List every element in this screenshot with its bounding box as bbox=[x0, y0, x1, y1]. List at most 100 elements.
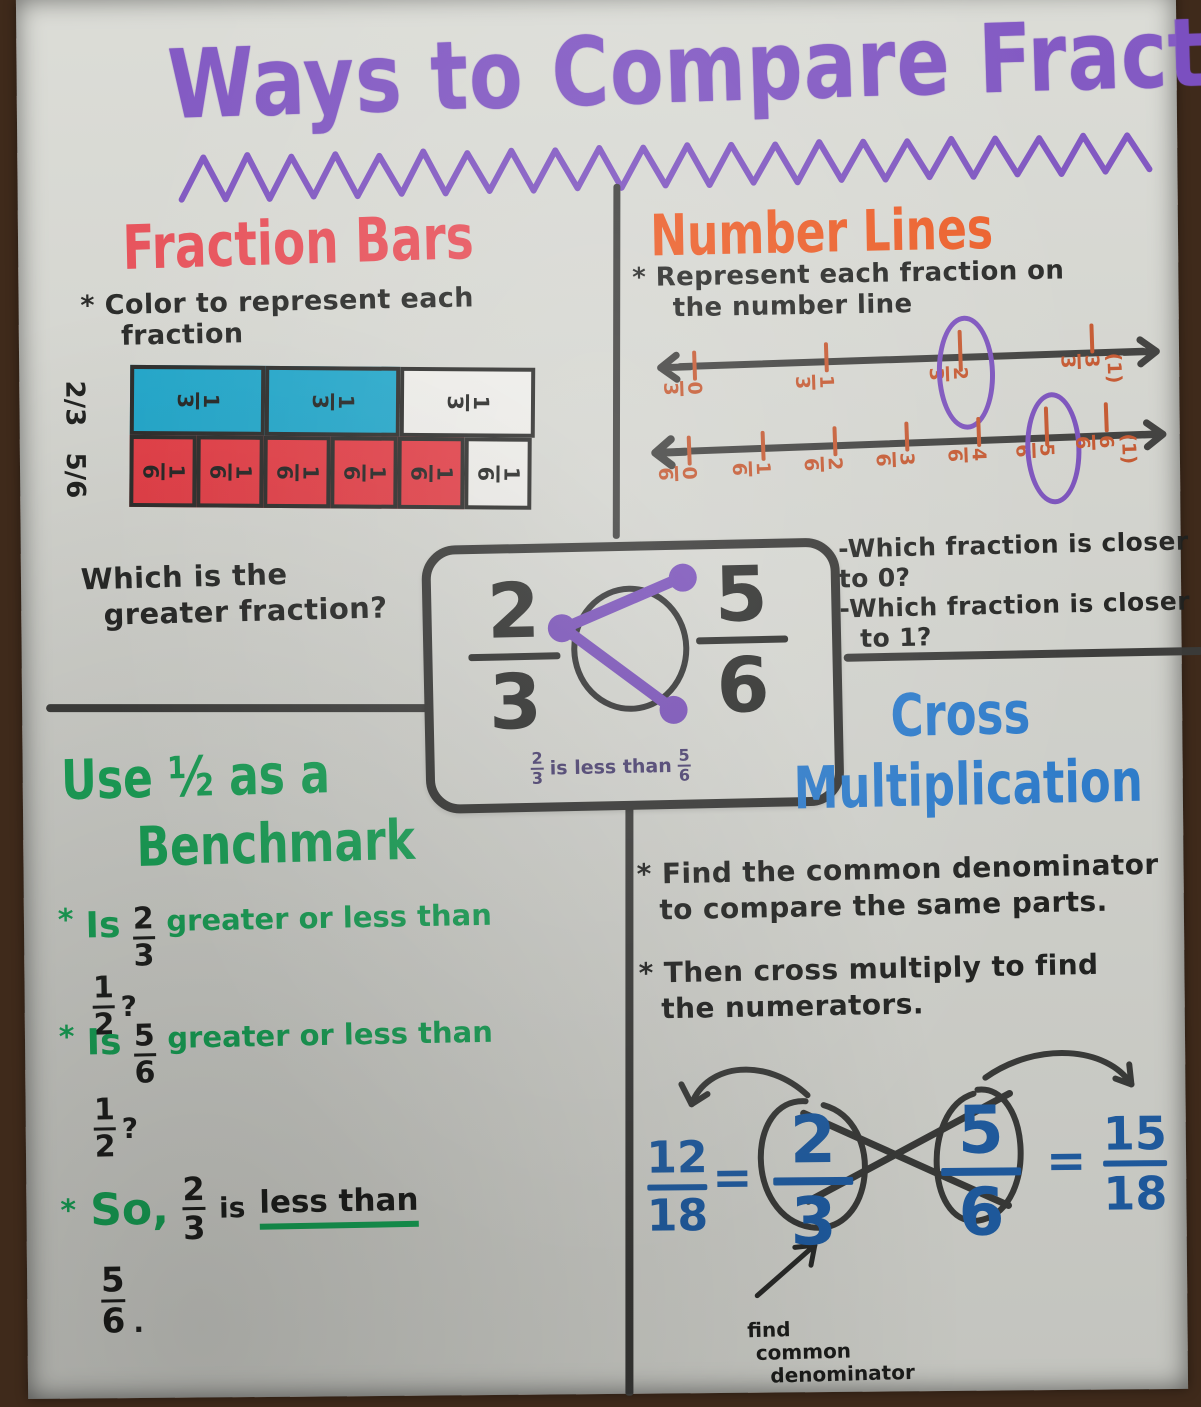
cross-heading-line1: Cross bbox=[889, 678, 1031, 751]
bullet-star-icon: * bbox=[57, 902, 74, 939]
tick-2-6 bbox=[832, 426, 838, 457]
page-title: Ways to Compare Fractions bbox=[166, 0, 1201, 142]
arrow-left-icon bbox=[651, 435, 690, 470]
fraction-bar-cell-third-1: 1 3 bbox=[129, 364, 266, 436]
section-heading-benchmark: Use ½ as a Benchmark bbox=[60, 733, 603, 885]
question-greater-line2: greater fraction? bbox=[103, 590, 388, 633]
fraction-bar-cell-third-3: 1 3 bbox=[399, 366, 536, 438]
cross-annotation-find-common-denominator: find common denominator bbox=[747, 1315, 915, 1388]
cross-note-2-line2: the numerators. bbox=[661, 987, 925, 1026]
cross-fraction-2: 5 6 bbox=[938, 1092, 1025, 1251]
benchmark-is-2: Is bbox=[86, 1021, 122, 1064]
comparison-symbol-less-than bbox=[540, 559, 724, 753]
benchmark-heading-line2: Benchmark bbox=[135, 808, 416, 880]
tick-4-6 bbox=[976, 416, 982, 448]
cross-result-right-numerator: 15 bbox=[1102, 1106, 1168, 1161]
cross-result-right-denominator: 18 bbox=[1103, 1166, 1168, 1221]
section-heading-cross-multiplication: Cross Multiplication bbox=[793, 674, 1201, 822]
cross-fraction-1-numerator: 2 bbox=[789, 1100, 837, 1179]
center-fraction-right: 5 6 bbox=[692, 549, 791, 730]
bullet-star-icon: * bbox=[60, 1192, 77, 1229]
benchmark-conclusion-less-than: less than bbox=[258, 1181, 419, 1230]
cell-label-one-third: 1 3 bbox=[172, 391, 224, 409]
cell-label-one-third: 1 3 bbox=[307, 392, 359, 410]
tick-6-6 bbox=[1103, 402, 1109, 433]
cross-equals-1: = bbox=[711, 1149, 753, 1207]
center-left-numerator: 2 bbox=[486, 565, 541, 656]
question-greater-fraction: Which is the greater fraction? bbox=[80, 553, 412, 634]
benchmark-is-1: Is bbox=[85, 904, 121, 947]
cross-result-left-numerator: 12 bbox=[646, 1132, 708, 1184]
benchmark-conclusion-period: . bbox=[133, 1305, 145, 1339]
section-heading-fraction-bars: Fraction Bars bbox=[121, 202, 475, 285]
tick-3-6 bbox=[904, 421, 910, 452]
cell-label-one-third: 1 3 bbox=[442, 393, 494, 411]
question-closer: -Which fraction is closer to 0? -Which f… bbox=[838, 526, 1201, 654]
fraction-bars-note: * Color to represent each fraction bbox=[80, 280, 581, 353]
tick-3-3 bbox=[1089, 323, 1095, 354]
tick-1-3 bbox=[823, 342, 829, 373]
title-zigzag-underline bbox=[177, 132, 1168, 206]
number-lines-note: * Represent each fraction on the number … bbox=[632, 254, 1153, 324]
benchmark-text-2: greater or less than bbox=[167, 1014, 494, 1055]
cross-multiplication-work: 12 18 = 2 3 5 6 = 15 bbox=[638, 1050, 1201, 1329]
cross-result-left: 12 18 bbox=[644, 1132, 711, 1242]
cross-equals-2: = bbox=[1045, 1132, 1087, 1190]
cross-fraction-1-denominator: 3 bbox=[790, 1182, 837, 1261]
benchmark-text-1: greater or less than bbox=[166, 897, 493, 938]
center-right-denominator: 6 bbox=[715, 640, 771, 731]
cross-result-left-denominator: 18 bbox=[646, 1190, 709, 1242]
bullet-star-icon: * bbox=[58, 1019, 75, 1056]
cross-annotation-line3: denominator bbox=[770, 1359, 916, 1388]
fraction-bar-cell-third-2: 1 3 bbox=[264, 365, 401, 437]
divider-vertical-bottom bbox=[625, 775, 634, 1396]
tick-1-6 bbox=[760, 430, 766, 461]
benchmark-heading-line1: Use ½ as a bbox=[60, 742, 331, 813]
center-comparison-box: 2 3 5 bbox=[421, 537, 845, 815]
tick-label-6-6-suffix: (1) bbox=[1116, 433, 1140, 465]
cross-note-2-line1: * Then cross multiply to find bbox=[638, 947, 1099, 990]
side-label-two-thirds: 2/3 bbox=[59, 380, 90, 427]
cross-note-1: * Find the common denominator to compare… bbox=[636, 846, 1201, 930]
arrow-right-icon bbox=[1127, 419, 1167, 451]
tick-label-3-3-suffix: (1) bbox=[1102, 352, 1126, 384]
benchmark-question-mark-2: ? bbox=[121, 1111, 139, 1146]
center-right-numerator: 5 bbox=[713, 548, 769, 639]
question-greater-line1: Which is the bbox=[80, 557, 288, 597]
chart-paper: Ways to Compare Fractions Fraction Bars … bbox=[15, 0, 1201, 1400]
benchmark-so: So, bbox=[89, 1183, 170, 1237]
fraction-bar-model: 1 3 1 3 1 bbox=[129, 364, 536, 510]
